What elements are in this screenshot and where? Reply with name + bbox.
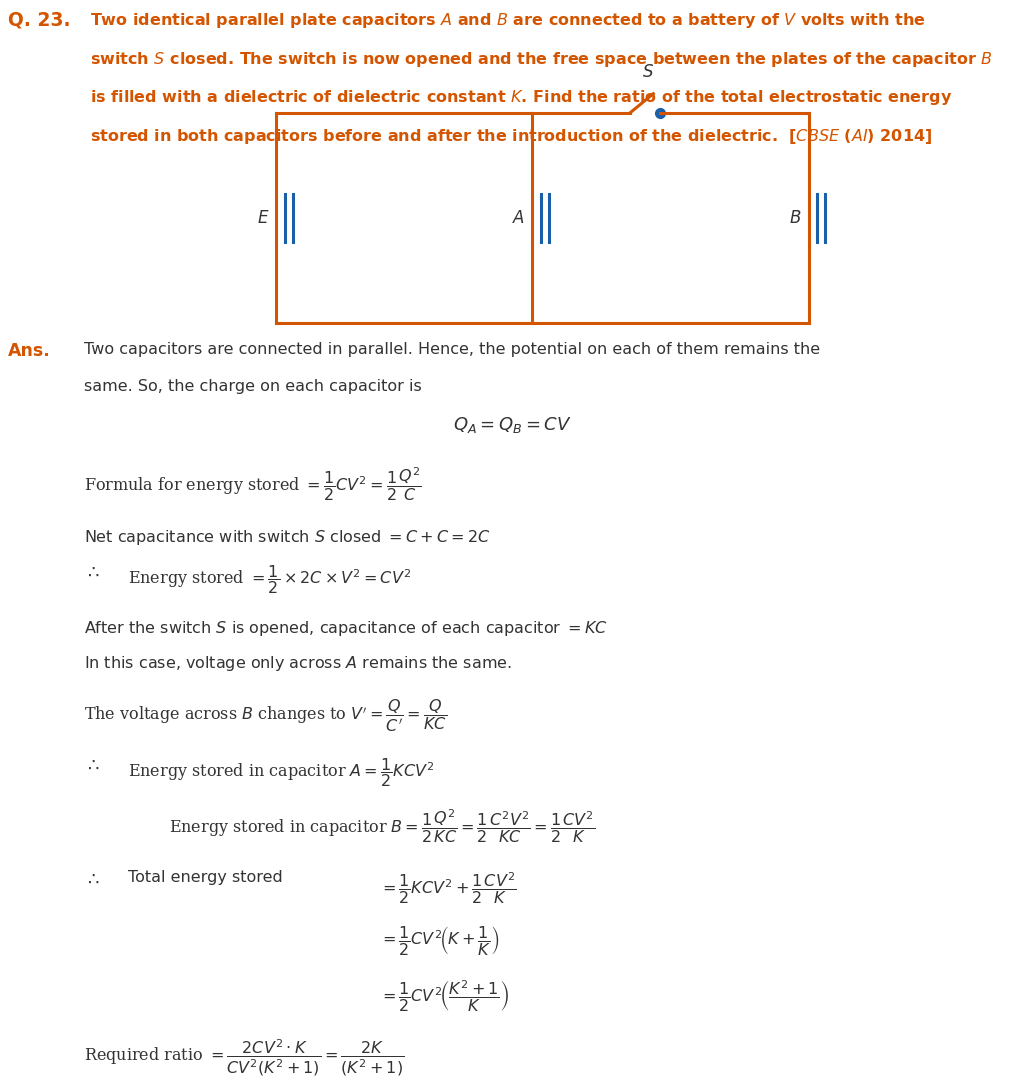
Text: The voltage across $B$ changes to $V' = \dfrac{Q}{C'} = \dfrac{Q}{KC}$: The voltage across $B$ changes to $V' = … xyxy=(84,698,447,735)
Text: $= \dfrac{1}{2}KCV^2 + \dfrac{1}{2}\dfrac{CV^2}{K}$: $= \dfrac{1}{2}KCV^2 + \dfrac{1}{2}\dfra… xyxy=(379,870,517,906)
Text: $= \dfrac{1}{2}CV^2\!\left(K + \dfrac{1}{K}\right)$: $= \dfrac{1}{2}CV^2\!\left(K + \dfrac{1}… xyxy=(379,924,500,957)
Text: Q. 23.: Q. 23. xyxy=(8,11,71,30)
Text: Energy stored in capacitor $A = \dfrac{1}{2}KCV^2$: Energy stored in capacitor $A = \dfrac{1… xyxy=(128,756,434,789)
Text: Net capacitance with switch $S$ closed $= C + C = 2C$: Net capacitance with switch $S$ closed $… xyxy=(84,528,490,547)
Text: Total energy stored: Total energy stored xyxy=(128,870,283,885)
Text: $\therefore$: $\therefore$ xyxy=(84,563,99,582)
Text: Required ratio $= \dfrac{2CV^2 \cdot K}{CV^2(K^2+1)} = \dfrac{2K}{(K^2+1)}$: Required ratio $= \dfrac{2CV^2 \cdot K}{… xyxy=(84,1037,404,1077)
Text: $= \dfrac{1}{2}CV^2\!\left(\dfrac{K^2 + 1}{K}\right)$: $= \dfrac{1}{2}CV^2\!\left(\dfrac{K^2 + … xyxy=(379,978,510,1013)
Text: After the switch $S$ is opened, capacitance of each capacitor $= KC$: After the switch $S$ is opened, capacita… xyxy=(84,619,608,639)
Text: $E$: $E$ xyxy=(257,209,269,227)
Text: $A$: $A$ xyxy=(512,209,525,227)
Text: is filled with a dielectric of dielectric constant $\mathit{K}$. Find the ratio : is filled with a dielectric of dielectri… xyxy=(90,88,952,108)
Text: same. So, the charge on each capacitor is: same. So, the charge on each capacitor i… xyxy=(84,379,422,394)
Text: stored in both capacitors before and after the introduction of the dielectric.  : stored in both capacitors before and aft… xyxy=(90,127,932,146)
Text: Formula for energy stored $= \dfrac{1}{2}CV^2 = \dfrac{1}{2}\dfrac{Q^2}{C}$: Formula for energy stored $= \dfrac{1}{2… xyxy=(84,465,422,503)
Text: In this case, voltage only across $A$ remains the same.: In this case, voltage only across $A$ re… xyxy=(84,654,512,673)
Text: Two identical parallel plate capacitors $\mathit{A}$ and $\mathit{B}$ are connec: Two identical parallel plate capacitors … xyxy=(90,11,926,30)
Text: $Q_A = Q_B = CV$: $Q_A = Q_B = CV$ xyxy=(453,415,571,435)
Text: Energy stored $= \dfrac{1}{2}\times 2C \times V^2 = CV^2$: Energy stored $= \dfrac{1}{2}\times 2C \… xyxy=(128,563,412,597)
Text: Ans.: Ans. xyxy=(8,342,51,361)
Text: $B$: $B$ xyxy=(790,209,802,227)
Text: $S$: $S$ xyxy=(642,62,654,81)
Text: Two capacitors are connected in parallel. Hence, the potential on each of them r: Two capacitors are connected in parallel… xyxy=(84,342,820,358)
Text: Energy stored in capacitor $B = \dfrac{1}{2}\dfrac{Q^2}{KC} = \dfrac{1}{2}\dfrac: Energy stored in capacitor $B = \dfrac{1… xyxy=(169,808,595,845)
Text: $\therefore$: $\therefore$ xyxy=(84,870,99,889)
Text: switch $\mathit{S}$ closed. The switch is now opened and the free space between : switch $\mathit{S}$ closed. The switch i… xyxy=(90,50,993,69)
Text: $\therefore$: $\therefore$ xyxy=(84,756,99,774)
